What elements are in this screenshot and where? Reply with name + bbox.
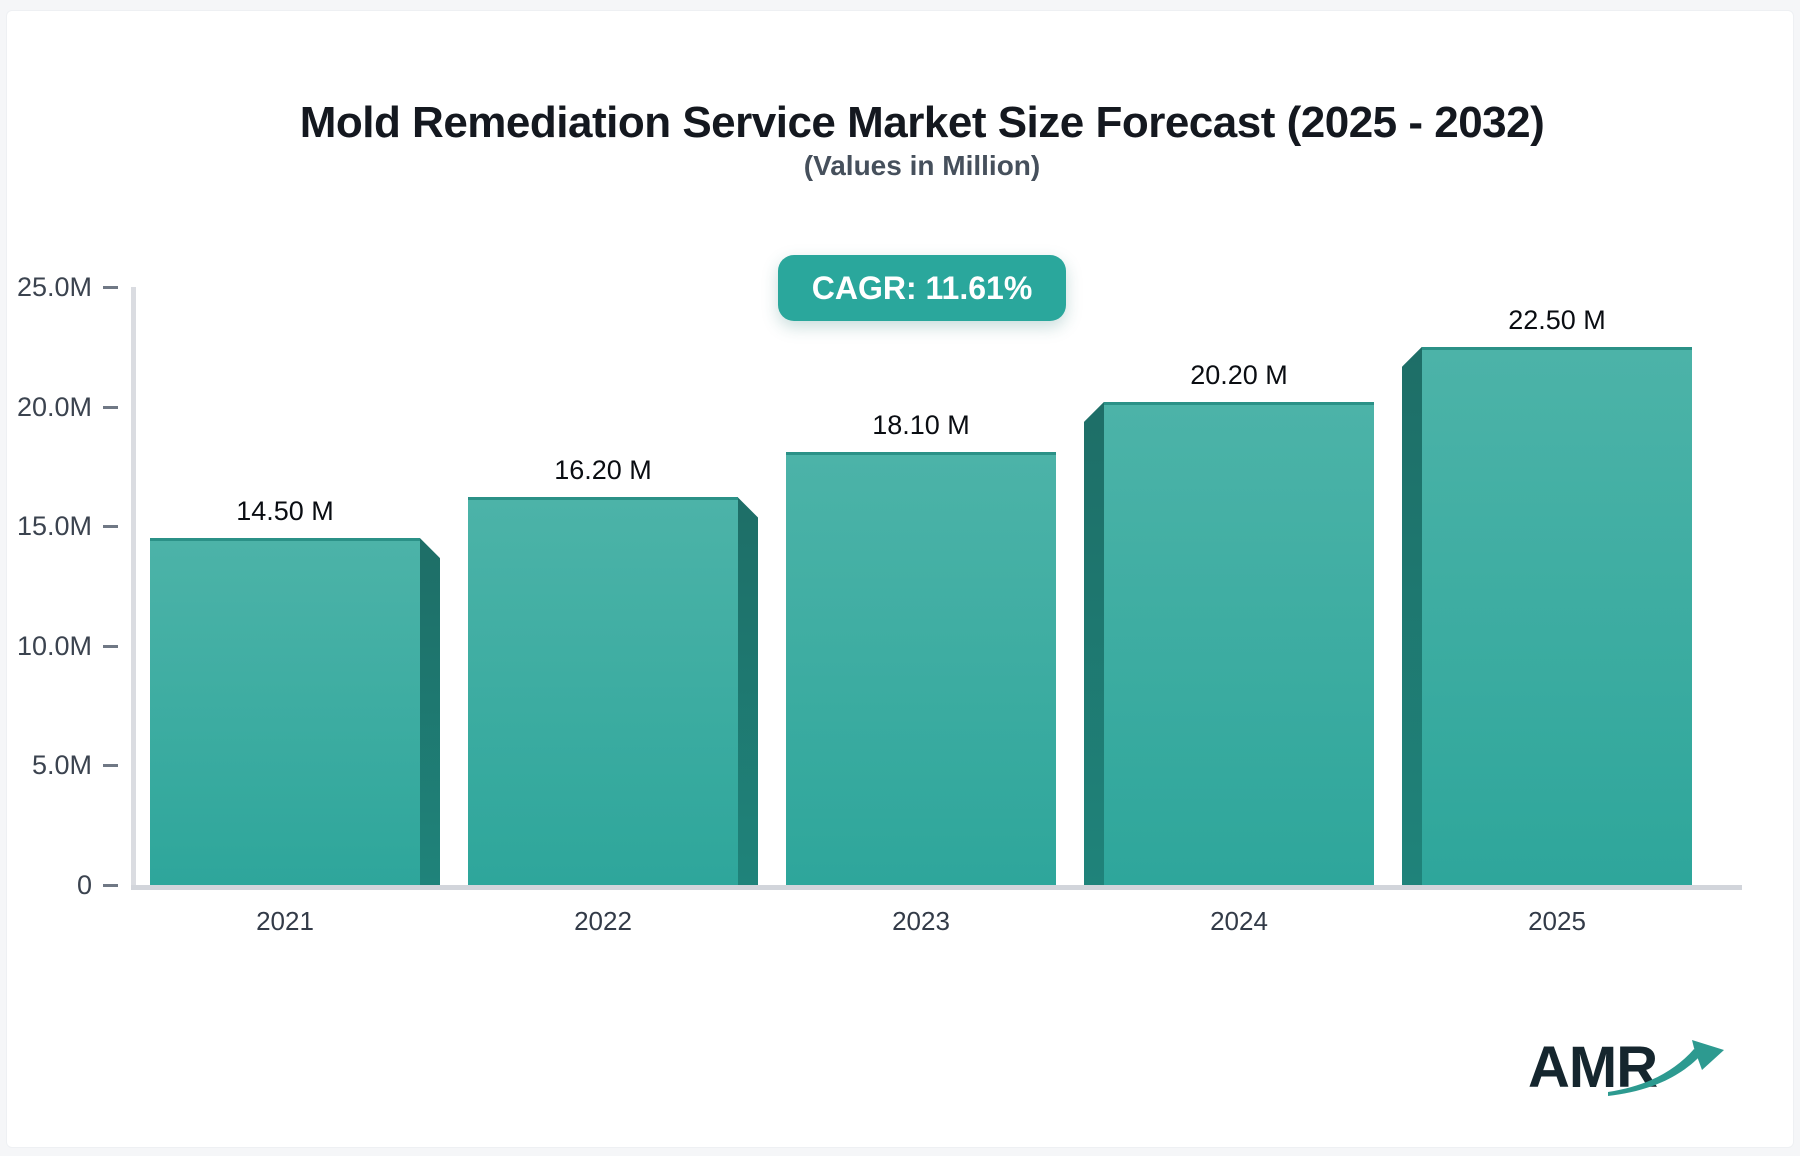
bar-value-label-2021: 14.50 M: [236, 496, 334, 527]
bar-side-face-2022: [738, 497, 758, 885]
bar-side-face-2021: [420, 538, 440, 885]
cagr-badge: CAGR: 11.61%: [777, 255, 1067, 321]
x-tick-label-2021: 2021: [256, 906, 314, 936]
y-tick-label-0: 0: [76, 870, 92, 900]
y-tick-label-25.0M: 25.0M: [16, 272, 92, 302]
cagr-badge-band: CAGR: 11.61%: [131, 255, 1713, 321]
y-axis-line: [131, 287, 136, 885]
y-tick-mark: [103, 525, 118, 529]
x-tick-label-2022: 2022: [574, 906, 632, 936]
chart-title: Mold Remediation Service Market Size For…: [299, 98, 1545, 147]
y-tick-mark: [103, 644, 118, 648]
y-tick-label-10.0M: 10.0M: [16, 630, 92, 661]
x-tick-label-2024: 2024: [1210, 906, 1268, 936]
y-tick-label-15.0M: 15.0M: [16, 511, 92, 542]
bar-2022: [468, 497, 738, 885]
bar-2021: [150, 538, 420, 885]
chart-subtitle: (Values in Million): [803, 150, 1041, 181]
bar-value-label-2023: 18.10 M: [872, 410, 970, 441]
bar-value-label-2024: 20.20 M: [1190, 359, 1288, 390]
bar-2024: [1104, 401, 1374, 885]
bar-side-face-2024: [1084, 401, 1104, 885]
logo-arrow-icon: [1608, 1040, 1724, 1096]
bar-2023: [786, 452, 1056, 885]
x-tick-label-2023: 2023: [892, 906, 950, 936]
bar-side-face-2025: [1402, 346, 1422, 885]
bar-2025: [1422, 346, 1692, 885]
bar-value-label-2025: 22.50 M: [1508, 304, 1606, 335]
bar-value-label-2022: 16.20 M: [554, 455, 652, 486]
x-axis-line: [131, 885, 1742, 890]
y-tick-mark: [103, 405, 118, 409]
y-tick-label-20.0M: 20.0M: [16, 391, 92, 422]
y-tick-mark: [103, 286, 118, 289]
y-tick-label-5.0M: 5.0M: [31, 750, 92, 781]
amr-logo: AMR: [1528, 1034, 1728, 1104]
y-tick-mark: [103, 764, 118, 768]
y-tick-mark: [103, 884, 118, 887]
x-tick-label-2025: 2025: [1528, 906, 1586, 936]
